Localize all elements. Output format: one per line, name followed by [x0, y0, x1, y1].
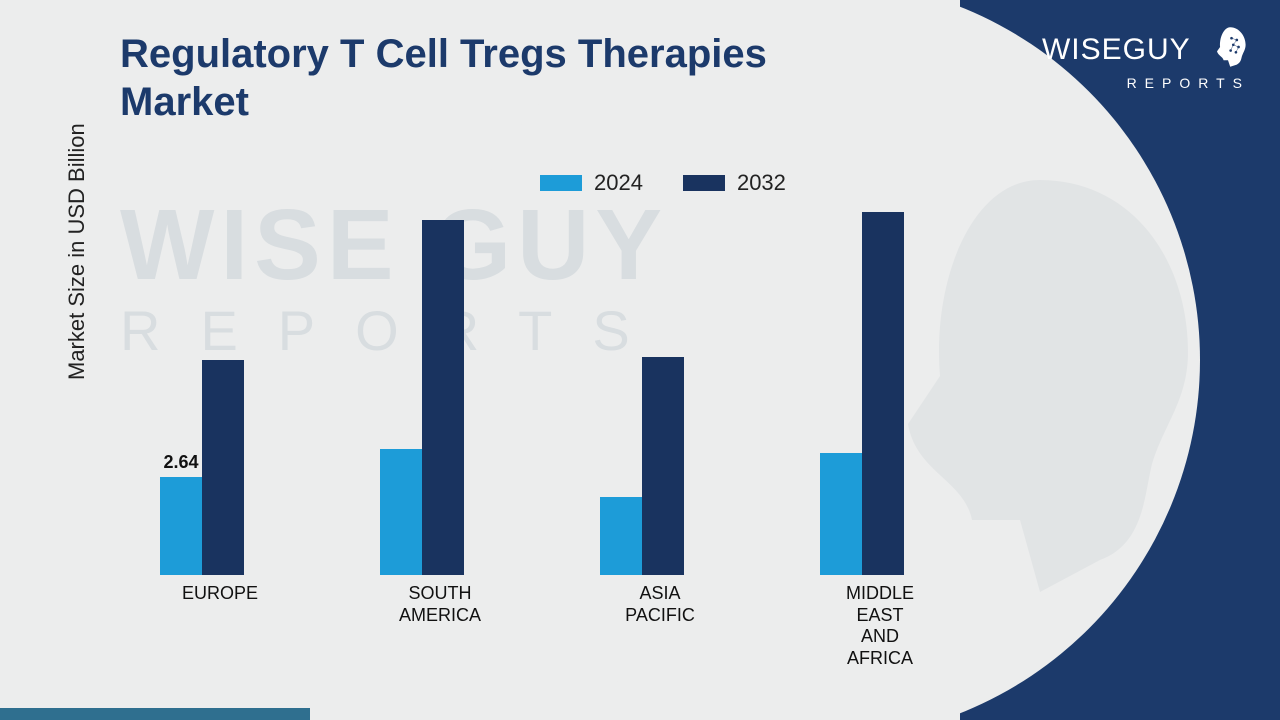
bar-group: 2.64EUROPE [160, 205, 280, 575]
bar-2024 [820, 453, 862, 575]
bar-2024: 2.64 [160, 477, 202, 575]
y-axis-label: Market Size in USD Billion [64, 123, 90, 380]
bar-2032 [642, 357, 684, 575]
legend-label-2024: 2024 [594, 170, 643, 196]
head-icon [1206, 25, 1250, 77]
legend-swatch-2032 [683, 175, 725, 191]
x-axis-label: SOUTHAMERICA [350, 575, 530, 626]
bar-group: MIDDLEEASTANDAFRICA [820, 205, 940, 575]
bar-value-label: 2.64 [160, 452, 202, 477]
legend-swatch-2024 [540, 175, 582, 191]
legend-label-2032: 2032 [737, 170, 786, 196]
bar-2032 [422, 220, 464, 575]
bar-2024 [380, 449, 422, 575]
x-axis-label: MIDDLEEASTANDAFRICA [790, 575, 970, 669]
bar-chart: 2.64EUROPE SOUTHAMERICA ASIAPACIFIC MIDDLEE… [130, 205, 960, 575]
bar-2024 [600, 497, 642, 575]
legend: 2024 2032 [540, 170, 786, 196]
infographic-canvas: WISEGUY REPORTS [0, 0, 1280, 720]
bar-2032 [862, 212, 904, 575]
bar-group: SOUTHAMERICA [380, 205, 500, 575]
legend-item-2032: 2032 [683, 170, 786, 196]
brand-subline: REPORTS [1042, 75, 1250, 91]
chart-title: Regulatory T Cell Tregs Therapies Market [120, 30, 900, 126]
bar-2032 [202, 360, 244, 575]
footer-accent-bar [0, 708, 310, 720]
brand-word-2: GUY [1123, 33, 1191, 66]
x-axis-label: EUROPE [130, 575, 310, 605]
bar-group: ASIAPACIFIC [600, 205, 720, 575]
brand-logo: WISEGUY REPORTS [1042, 25, 1250, 91]
brand-word-1: WISE [1042, 33, 1123, 66]
legend-item-2024: 2024 [540, 170, 643, 196]
x-axis-label: ASIAPACIFIC [570, 575, 750, 626]
